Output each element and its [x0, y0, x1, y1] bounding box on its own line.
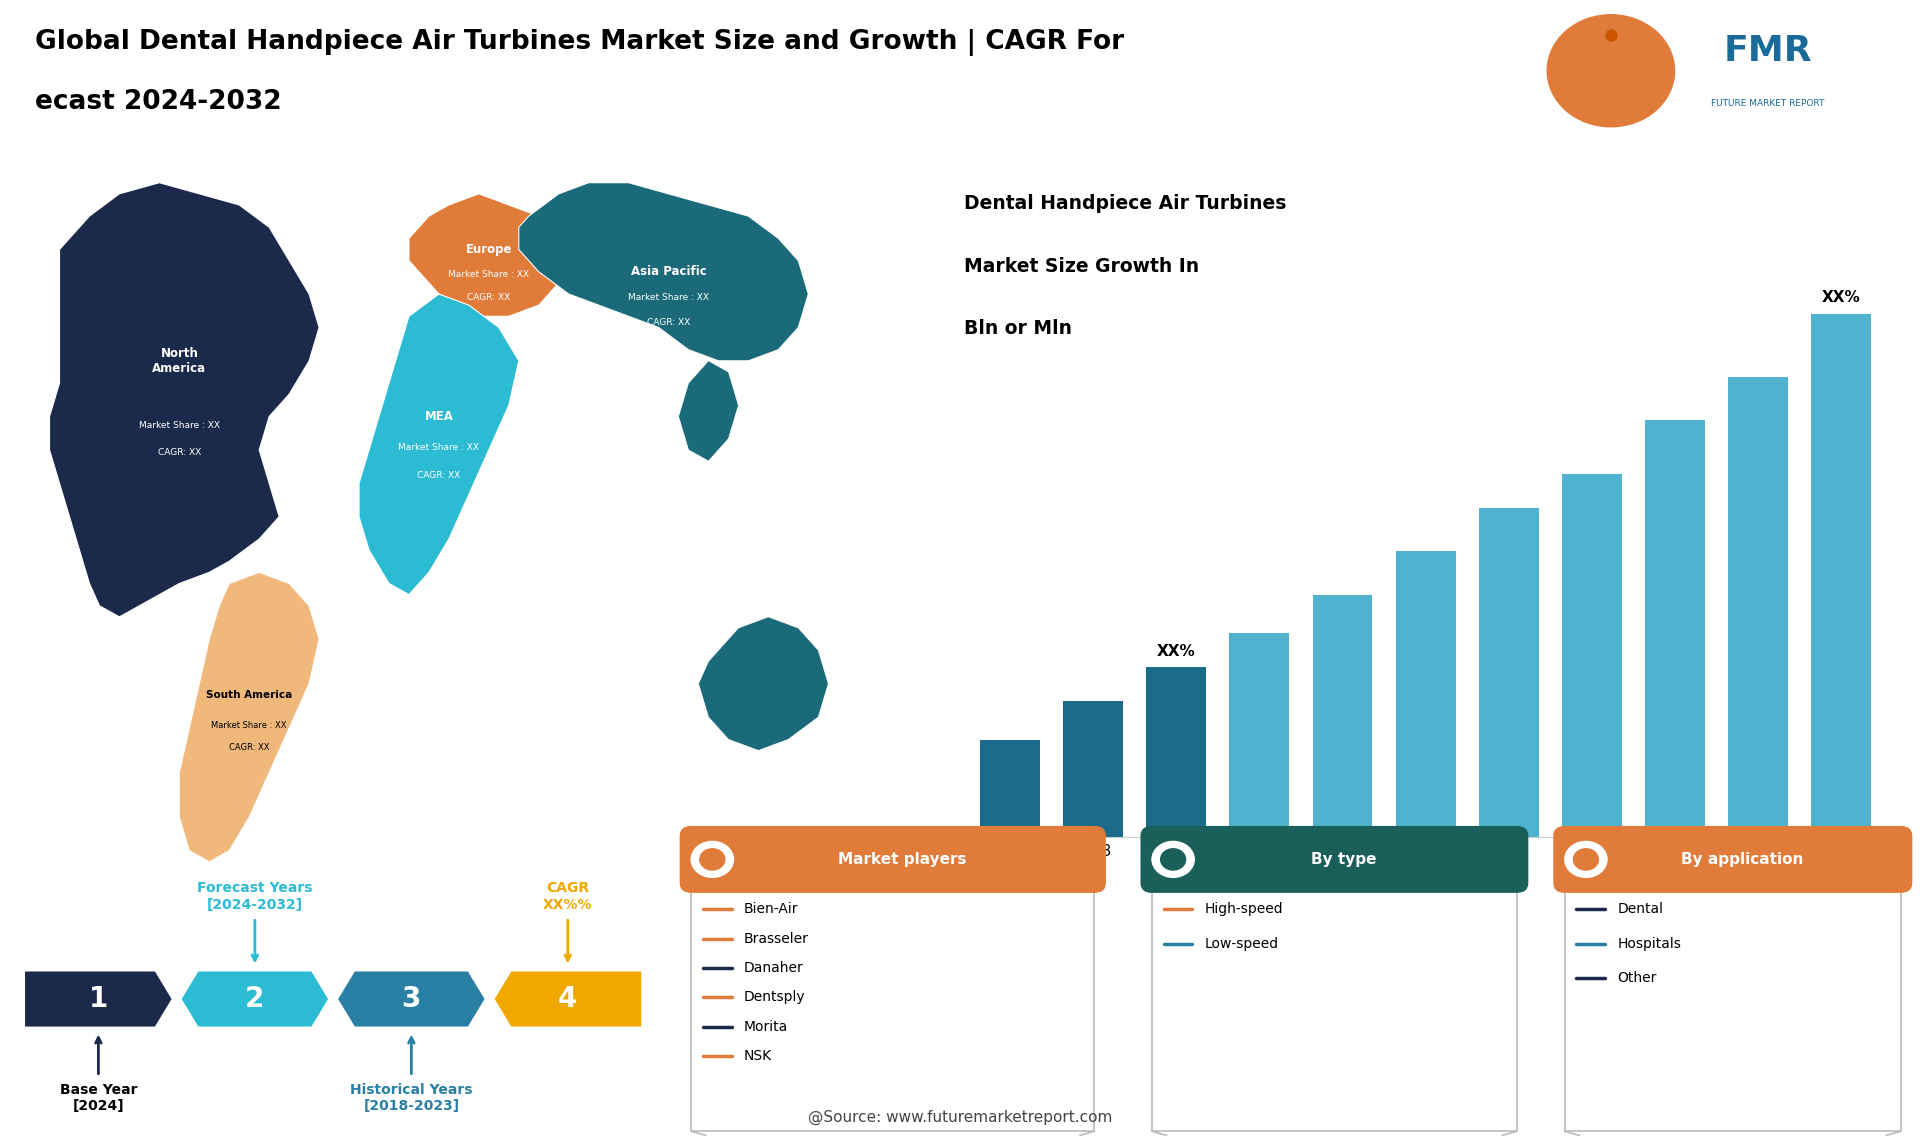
- Text: Brasseler: Brasseler: [745, 932, 808, 945]
- Text: Hospitals: Hospitals: [1617, 936, 1682, 950]
- Text: FMR: FMR: [1724, 34, 1812, 68]
- Polygon shape: [179, 572, 319, 862]
- Bar: [1313, 595, 1373, 837]
- Circle shape: [691, 841, 733, 878]
- Text: CAGR
XX%%: CAGR XX%%: [543, 881, 593, 912]
- Bar: [1563, 473, 1622, 837]
- Text: Danaher: Danaher: [745, 961, 804, 975]
- Text: South America: South America: [205, 690, 292, 700]
- Text: Dentsply: Dentsply: [745, 990, 806, 1004]
- Text: Global Dental Handpiece Air Turbines Market Size and Growth | CAGR For: Global Dental Handpiece Air Turbines Mar…: [35, 29, 1123, 56]
- Bar: [1229, 634, 1288, 837]
- Polygon shape: [338, 971, 486, 1028]
- Text: @Source: www.futuremarketreport.com: @Source: www.futuremarketreport.com: [808, 1110, 1112, 1125]
- Text: By type: By type: [1311, 851, 1377, 866]
- Text: CAGR: XX: CAGR: XX: [228, 744, 269, 753]
- Bar: [1064, 701, 1123, 837]
- Bar: [1146, 667, 1206, 837]
- Text: North
America: North America: [152, 347, 205, 375]
- Text: Morita: Morita: [745, 1020, 789, 1034]
- Text: High-speed: High-speed: [1206, 902, 1283, 916]
- Polygon shape: [409, 194, 568, 316]
- Text: FUTURE MARKET REPORT: FUTURE MARKET REPORT: [1711, 100, 1824, 108]
- Text: Bien-Air: Bien-Air: [745, 902, 799, 916]
- Text: Dental: Dental: [1617, 902, 1663, 916]
- Text: Market Share : XX: Market Share : XX: [628, 292, 708, 301]
- Text: Dental Handpiece Air Turbines: Dental Handpiece Air Turbines: [964, 194, 1286, 213]
- Text: 1: 1: [88, 986, 108, 1013]
- Circle shape: [1574, 849, 1597, 870]
- Polygon shape: [678, 361, 739, 461]
- Text: Other: Other: [1617, 971, 1657, 984]
- Polygon shape: [23, 971, 173, 1028]
- Bar: [1396, 551, 1455, 837]
- Text: CAGR: XX: CAGR: XX: [417, 471, 461, 480]
- Text: XX%: XX%: [1156, 644, 1196, 659]
- Circle shape: [1548, 15, 1674, 127]
- Circle shape: [699, 849, 724, 870]
- Bar: [1811, 314, 1872, 837]
- Text: Base Year
[2024]: Base Year [2024]: [60, 1083, 136, 1113]
- Text: Market Share : XX: Market Share : XX: [449, 270, 530, 280]
- Text: By application: By application: [1682, 851, 1803, 866]
- Polygon shape: [180, 971, 330, 1028]
- Polygon shape: [699, 617, 828, 751]
- Text: Market Share : XX: Market Share : XX: [211, 721, 286, 730]
- Text: XX%: XX%: [1822, 290, 1860, 305]
- Circle shape: [1152, 841, 1194, 878]
- Text: Market Share : XX: Market Share : XX: [399, 442, 480, 452]
- Polygon shape: [518, 182, 808, 361]
- Polygon shape: [359, 295, 518, 595]
- Text: ecast 2024-2032: ecast 2024-2032: [35, 89, 280, 116]
- Text: Europe: Europe: [465, 243, 513, 256]
- FancyBboxPatch shape: [680, 826, 1106, 893]
- Text: Historical Years
[2018-2023]: Historical Years [2018-2023]: [349, 1083, 472, 1113]
- Text: NSK: NSK: [745, 1050, 772, 1063]
- Text: Low-speed: Low-speed: [1206, 936, 1279, 950]
- Text: Asia Pacific: Asia Pacific: [630, 265, 707, 278]
- Text: 3: 3: [401, 986, 420, 1013]
- Text: Market players: Market players: [839, 851, 966, 866]
- Text: 4: 4: [559, 986, 578, 1013]
- Text: CAGR: XX: CAGR: XX: [157, 448, 202, 457]
- Circle shape: [1160, 849, 1187, 870]
- Bar: [979, 740, 1041, 837]
- Bar: [1478, 508, 1538, 837]
- Bar: [1728, 377, 1788, 837]
- Text: Forecast Years
[2024-2032]: Forecast Years [2024-2032]: [198, 881, 313, 912]
- Text: Market Size Growth In: Market Size Growth In: [964, 257, 1200, 275]
- Circle shape: [1565, 841, 1607, 878]
- Polygon shape: [493, 971, 641, 1028]
- Text: Bln or Mln: Bln or Mln: [964, 320, 1071, 338]
- Text: Market Share : XX: Market Share : XX: [138, 421, 219, 430]
- Bar: [1645, 421, 1705, 837]
- Text: CAGR: XX: CAGR: XX: [647, 319, 689, 328]
- FancyBboxPatch shape: [1553, 826, 1912, 893]
- Polygon shape: [50, 182, 319, 617]
- Text: 2: 2: [246, 986, 265, 1013]
- Text: CAGR: XX: CAGR: XX: [467, 292, 511, 301]
- Text: MEA: MEA: [424, 410, 453, 423]
- FancyBboxPatch shape: [1140, 826, 1528, 893]
